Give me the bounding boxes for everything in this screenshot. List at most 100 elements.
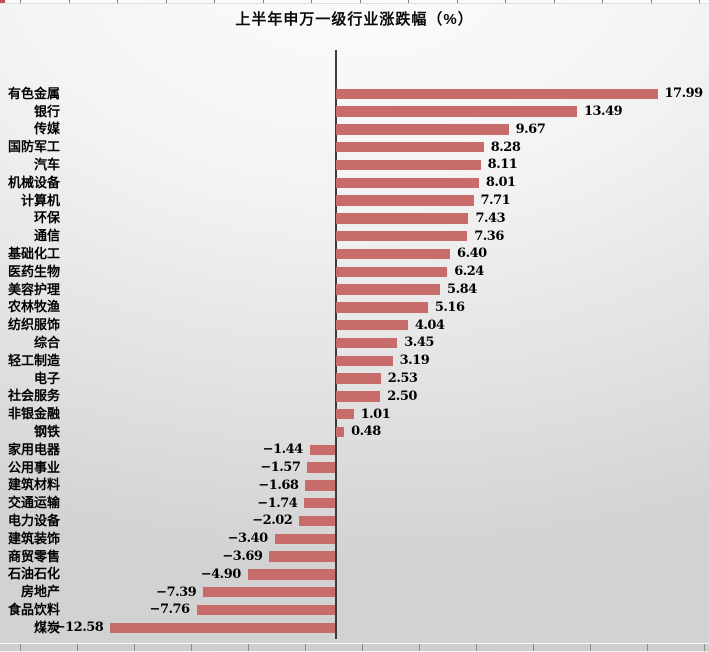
column-boundary-tick [68,0,70,3]
value-label: 8.11 [487,157,518,173]
value-label: 6.40 [457,246,487,262]
value-label: 7.43 [475,210,506,226]
value-label: 9.67 [515,121,546,137]
value-label: 7.36 [474,228,504,244]
category-label: 机械设备 [7,174,60,190]
column-boundary-tick [476,644,477,651]
category-label: 纺织服饰 [7,317,60,333]
category-label: 房地产 [20,584,60,600]
bar [247,569,336,580]
value-label: −7.39 [156,584,197,600]
column-boundary-tick [602,0,603,3]
value-label: 8.28 [490,139,521,155]
column-boundary-tick [191,644,192,651]
column-boundary-tick [305,644,306,651]
category-label: 国防军工 [7,139,60,155]
column-boundary-tick [262,0,264,3]
bar [110,622,336,633]
column-boundary-tick [553,0,555,3]
value-label: −1.44 [262,442,304,458]
category-label: 银行 [33,103,60,119]
category-label: 基础化工 [7,245,60,261]
category-label: 通信 [33,228,60,244]
category-label: 综合 [33,334,60,350]
column-boundary-tick [647,644,648,651]
chart-title: 上半年申万一级行业涨跌幅（%） [235,11,474,28]
category-label: 环保 [33,210,60,226]
value-label: −7.76 [149,602,191,618]
bar [304,497,336,509]
bar [335,284,441,295]
category-label: 建筑装饰 [7,530,60,546]
column-boundary-tick [77,644,78,651]
column-boundary-tick [419,644,420,651]
category-label: 传媒 [33,121,60,137]
value-label: 3.19 [399,353,430,369]
category-label: 美容护理 [7,281,60,297]
column-boundary-tick [248,644,249,651]
bar [305,480,336,491]
column-boundary-tick [590,644,591,651]
column-boundary-tick [134,644,135,651]
column-boundary-tick [214,0,215,3]
category-label: 轻工制造 [7,352,60,368]
value-label: 1.01 [360,406,391,422]
value-label: 8.01 [485,175,516,191]
bar [335,391,381,402]
category-label: 商贸零售 [7,548,60,564]
column-boundary-tick [505,0,506,3]
bar [335,426,345,438]
value-label: 4.04 [414,317,445,333]
value-label: 2.53 [387,371,418,387]
value-label: 17.99 [664,86,704,102]
bar [307,462,336,473]
category-label: 钢铁 [33,423,60,439]
bar [299,515,336,527]
category-label: 石油石化 [7,566,60,582]
category-label: 煤炭 [33,619,60,635]
column-boundary-tick [165,0,167,3]
column-boundary-tick [20,644,21,651]
spreadsheet-bottom-edge [0,643,709,652]
column-boundary-tick [117,0,118,3]
value-label: 0.48 [351,424,381,440]
value-label: 3.45 [404,335,434,351]
bar [335,266,448,277]
bar [203,586,336,598]
bar [335,195,474,206]
column-boundary-tick [699,0,700,3]
value-label: −3.40 [227,531,269,547]
column-boundary-tick [359,0,361,3]
value-label: −1.57 [260,460,301,476]
category-label: 家用电器 [7,441,60,457]
column-boundary-tick [704,644,705,651]
value-label: −12.58 [54,620,104,636]
bar [335,408,354,420]
bar [335,319,408,331]
value-label: −2.02 [252,513,293,529]
value-label: 5.16 [434,299,465,315]
category-label: 电子 [33,370,60,386]
column-boundary-tick [311,0,312,3]
bar [196,604,336,616]
column-boundary-tick [362,644,363,651]
bar [335,106,577,117]
category-label: 公用事业 [7,459,60,475]
column-boundary-tick [408,0,409,3]
bar [335,337,398,349]
column-boundary-tick [20,0,21,3]
category-label: 有色金属 [7,85,60,101]
category-label: 计算机 [20,192,60,208]
category-label: 社会服务 [7,388,60,404]
column-boundary-tick [533,644,534,651]
value-label: 2.50 [387,388,417,404]
bar [335,230,468,242]
bar [335,88,658,99]
bar [335,213,469,224]
bar [309,444,336,455]
category-label: 电力设备 [7,512,60,528]
value-label: 7.71 [480,193,511,209]
value-label: −4.90 [200,566,242,582]
value-label: −1.68 [258,477,299,493]
